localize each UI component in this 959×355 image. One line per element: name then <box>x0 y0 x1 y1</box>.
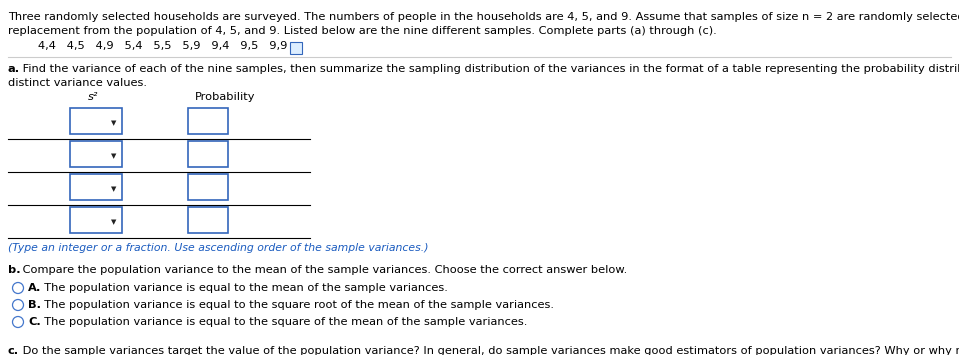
Text: ▼: ▼ <box>111 120 117 126</box>
Bar <box>70 141 122 167</box>
Text: s²: s² <box>88 92 99 102</box>
Circle shape <box>12 300 24 311</box>
Text: The population variance is equal to the square root of the mean of the sample va: The population variance is equal to the … <box>37 300 554 310</box>
Text: Do the sample variances target the value of the population variance? In general,: Do the sample variances target the value… <box>19 346 959 355</box>
Text: The population variance is equal to the square of the mean of the sample varianc: The population variance is equal to the … <box>37 317 527 327</box>
Text: A.: A. <box>28 283 41 293</box>
Circle shape <box>12 283 24 294</box>
Text: replacement from the population of 4, 5, and 9. Listed below are the nine differ: replacement from the population of 4, 5,… <box>8 26 716 36</box>
Bar <box>188 108 228 134</box>
Text: C.: C. <box>28 317 40 327</box>
Circle shape <box>12 317 24 328</box>
Text: Probability: Probability <box>195 92 255 102</box>
Bar <box>188 141 228 167</box>
Text: ▼: ▼ <box>111 186 117 192</box>
Text: distinct variance values.: distinct variance values. <box>8 78 147 88</box>
Text: Compare the population variance to the mean of the sample variances. Choose the : Compare the population variance to the m… <box>19 265 627 275</box>
Text: The population variance is equal to the mean of the sample variances.: The population variance is equal to the … <box>37 283 448 293</box>
Text: 4,4   4,5   4,9   5,4   5,5   5,9   9,4   9,5   9,9: 4,4 4,5 4,9 5,4 5,5 5,9 9,4 9,5 9,9 <box>38 41 288 51</box>
Text: a.: a. <box>8 64 20 74</box>
Text: Find the variance of each of the nine samples, then summarize the sampling distr: Find the variance of each of the nine sa… <box>19 64 959 74</box>
Bar <box>188 207 228 233</box>
Text: (Type an integer or a fraction. Use ascending order of the sample variances.): (Type an integer or a fraction. Use asce… <box>8 243 429 253</box>
Text: ▼: ▼ <box>111 153 117 159</box>
Bar <box>70 207 122 233</box>
Bar <box>290 42 302 54</box>
Text: ▼: ▼ <box>111 219 117 225</box>
Text: c.: c. <box>8 346 19 355</box>
Bar <box>70 174 122 200</box>
Bar <box>188 174 228 200</box>
Text: Three randomly selected households are surveyed. The numbers of people in the ho: Three randomly selected households are s… <box>8 12 959 22</box>
Bar <box>70 108 122 134</box>
Text: b.: b. <box>8 265 21 275</box>
Text: B.: B. <box>28 300 41 310</box>
